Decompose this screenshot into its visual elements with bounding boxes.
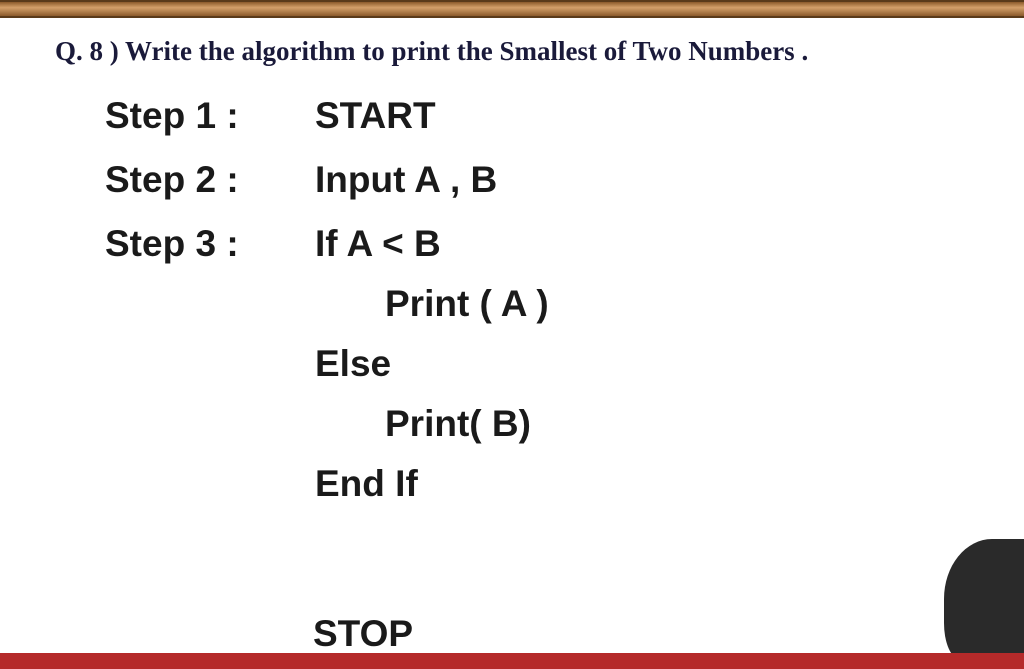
step-2-row: Step 2 : Input A , B — [105, 159, 979, 201]
stop-text: STOP — [313, 613, 413, 655]
question-title: Q. 8 ) Write the algorithm to print the … — [55, 36, 979, 67]
step-3-row: Step 3 : If A < B Print ( A ) Else Print… — [105, 223, 979, 523]
step-3-label: Step 3 : — [105, 223, 315, 265]
print-a-line: Print ( A ) — [315, 283, 549, 325]
top-wooden-border — [0, 0, 1024, 18]
step-3-body: If A < B Print ( A ) Else Print( B) End … — [315, 223, 549, 523]
algorithm-steps: Step 1 : START Step 2 : Input A , B Step… — [55, 95, 979, 523]
step-2-text: Input A , B — [315, 159, 497, 201]
step-1-row: Step 1 : START — [105, 95, 979, 137]
if-keyword-line: If A < B — [315, 223, 549, 265]
step-1-label: Step 1 : — [105, 95, 315, 137]
else-keyword-line: Else — [315, 343, 549, 385]
slide-content: Q. 8 ) Write the algorithm to print the … — [0, 18, 1024, 523]
step-1-text: START — [315, 95, 436, 137]
step-2-label: Step 2 : — [105, 159, 315, 201]
endif-keyword-line: End If — [315, 463, 549, 505]
bottom-red-bar — [0, 653, 1024, 669]
presenter-silhouette — [944, 539, 1024, 659]
print-b-line: Print( B) — [315, 403, 549, 445]
